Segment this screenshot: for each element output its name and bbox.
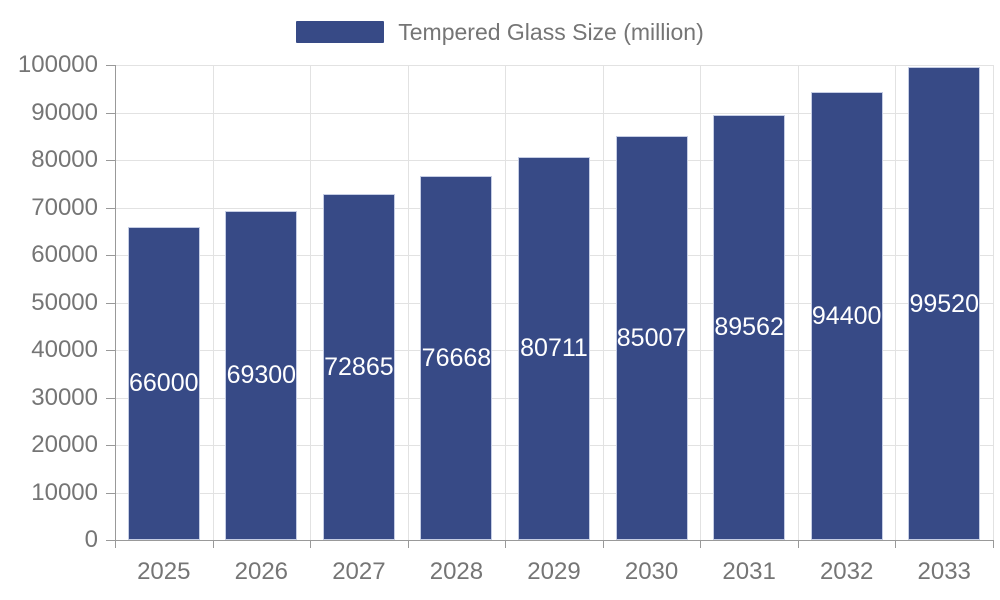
bar-value-label: 85007 (616, 324, 687, 353)
y-tick (106, 540, 115, 541)
v-gridline (602, 65, 604, 540)
y-tick-label: 50000 (31, 288, 98, 316)
y-tick-label: 20000 (31, 431, 98, 458)
bar-value-label: 76668 (421, 343, 492, 372)
y-tick (106, 255, 115, 256)
x-tick-label: 2032 (819, 558, 874, 585)
legend[interactable]: Tempered Glass Size (million) (0, 20, 1000, 44)
x-tick-label: 2031 (722, 558, 776, 585)
y-tick-label: 80000 (31, 146, 98, 173)
y-tick (106, 160, 115, 161)
legend-label: Tempered Glass Size (million) (398, 19, 704, 45)
y-tick (106, 350, 115, 351)
y-tick (106, 397, 115, 399)
x-tick (212, 540, 214, 548)
bar[interactable] (615, 136, 688, 540)
y-tick (106, 492, 115, 494)
v-gridline (505, 65, 507, 540)
y-tick (106, 302, 115, 304)
v-gridline (993, 65, 994, 540)
h-gridline (115, 65, 993, 66)
x-tick-label: 2033 (917, 558, 971, 585)
bar[interactable] (713, 114, 786, 540)
y-axis-line (115, 65, 116, 548)
y-tick-label: 30000 (31, 383, 98, 411)
bar-value-label: 94400 (811, 301, 882, 330)
x-tick (602, 540, 604, 548)
y-tick (106, 445, 115, 446)
y-tick (106, 112, 115, 114)
bar[interactable] (810, 91, 883, 540)
y-tick-label: 90000 (31, 98, 98, 126)
bar-value-label: 66000 (129, 369, 199, 398)
bar[interactable] (420, 175, 493, 540)
v-gridline (407, 65, 409, 540)
v-gridline (700, 65, 702, 540)
y-tick (106, 65, 115, 66)
x-tick (310, 540, 312, 548)
v-gridline (212, 65, 214, 540)
x-tick-label: 2029 (527, 558, 581, 585)
bar-value-label: 72865 (324, 352, 394, 381)
bar[interactable] (225, 210, 298, 540)
bar[interactable] (518, 156, 590, 540)
bar-value-label: 89562 (714, 313, 784, 342)
y-tick-label: 40000 (31, 336, 98, 363)
y-tick-label: 0 (84, 526, 98, 553)
x-tick-label: 2026 (234, 558, 289, 585)
x-tick (505, 540, 507, 548)
bar[interactable] (908, 67, 981, 540)
bar-value-label: 80711 (520, 334, 588, 363)
bar[interactable] (127, 226, 200, 540)
h-gridline (115, 112, 993, 114)
y-tick-label: 70000 (31, 193, 98, 221)
x-tick-label: 2030 (624, 558, 679, 585)
x-tick (407, 540, 409, 548)
x-tick (993, 540, 994, 548)
x-tick (700, 540, 702, 548)
x-tick (797, 540, 799, 548)
y-tick-label: 60000 (31, 241, 98, 268)
y-tick-label: 100000 (17, 51, 98, 78)
x-tick-label: 2025 (137, 558, 191, 585)
bar[interactable] (322, 193, 395, 540)
x-tick (115, 540, 116, 548)
v-gridline (310, 65, 312, 540)
v-gridline (895, 65, 897, 540)
x-tick (895, 540, 897, 548)
x-tick-label: 2028 (429, 558, 484, 585)
v-gridline (797, 65, 799, 540)
legend-swatch-icon (296, 21, 385, 43)
bar-value-label: 69300 (226, 361, 297, 390)
bar-value-label: 99520 (909, 289, 979, 318)
y-tick (106, 207, 115, 209)
y-tick-label: 10000 (31, 478, 98, 506)
x-tick-label: 2027 (332, 558, 386, 585)
x-axis-line (115, 540, 994, 541)
